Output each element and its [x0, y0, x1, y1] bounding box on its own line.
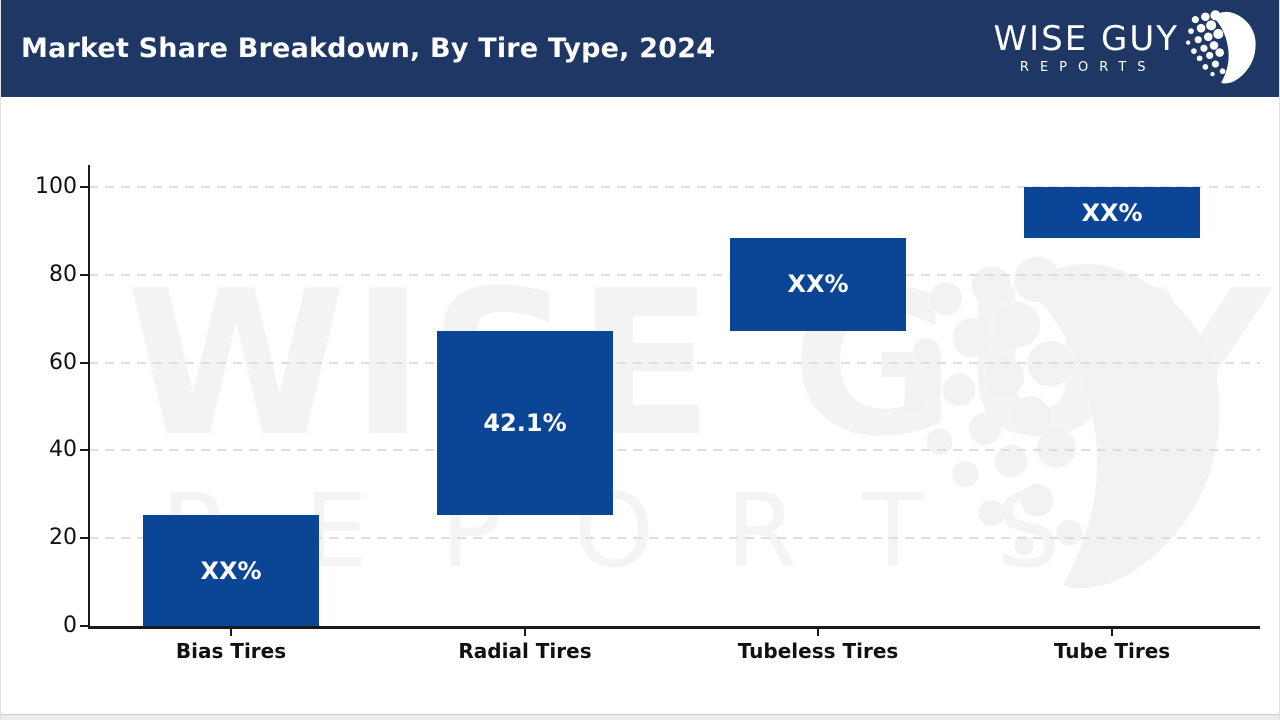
y-tick-mark	[80, 537, 89, 540]
bar-value-label: 42.1%	[483, 408, 567, 437]
header-bar: Market Share Breakdown, By Tire Type, 20…	[1, 0, 1279, 97]
y-tick-label: 80	[49, 261, 77, 287]
y-tick-mark	[80, 273, 89, 276]
brand-subname: REPORTS	[1019, 60, 1157, 75]
y-tick-label: 60	[49, 349, 77, 375]
bar-segment: 42.1%	[437, 330, 613, 516]
wiseguy-face-icon	[1186, 9, 1256, 83]
y-tick-label: 40	[49, 437, 77, 463]
gridline	[89, 537, 1260, 540]
x-tick-mark	[524, 629, 526, 636]
x-category-label: Radial Tires	[458, 639, 592, 663]
y-tick-mark	[80, 449, 89, 452]
bottom-border-strip	[1, 714, 1279, 720]
x-category-label: Tubeless Tires	[737, 639, 899, 663]
gridline	[89, 449, 1260, 452]
page-title: Market Share Breakdown, By Tire Type, 20…	[21, 33, 716, 64]
bar-value-label: XX%	[1081, 198, 1143, 227]
brand-logo-text: WISE GUY REPORTS	[993, 22, 1179, 75]
y-tick-mark	[80, 361, 89, 364]
brand-logo: WISE GUY REPORTS	[993, 8, 1267, 90]
x-tick-mark	[230, 629, 232, 636]
x-category-label: Tube Tires	[1053, 639, 1171, 663]
x-tick-mark	[817, 629, 819, 636]
y-axis-line	[88, 165, 90, 629]
watermark-face-icon	[903, 256, 1220, 589]
x-axis-line	[88, 626, 1260, 629]
brand-name: WISE GUY	[993, 19, 1179, 59]
gridline	[89, 273, 1260, 276]
x-tick-mark	[1111, 629, 1113, 636]
bar-value-label: XX%	[200, 556, 262, 585]
bar-value-label: XX%	[787, 270, 849, 299]
y-tick-label: 20	[49, 525, 77, 551]
bar-segment: XX%	[143, 515, 319, 626]
y-tick-mark	[80, 186, 89, 188]
x-category-label: Bias Tires	[175, 639, 287, 663]
bar-segment: XX%	[730, 238, 906, 331]
gridline	[89, 361, 1260, 364]
y-tick-label: 100	[35, 174, 77, 199]
y-tick-mark	[80, 625, 89, 627]
y-tick-label: 0	[63, 613, 77, 638]
gridline	[89, 186, 1260, 188]
bar-segment: XX%	[1024, 187, 1200, 239]
